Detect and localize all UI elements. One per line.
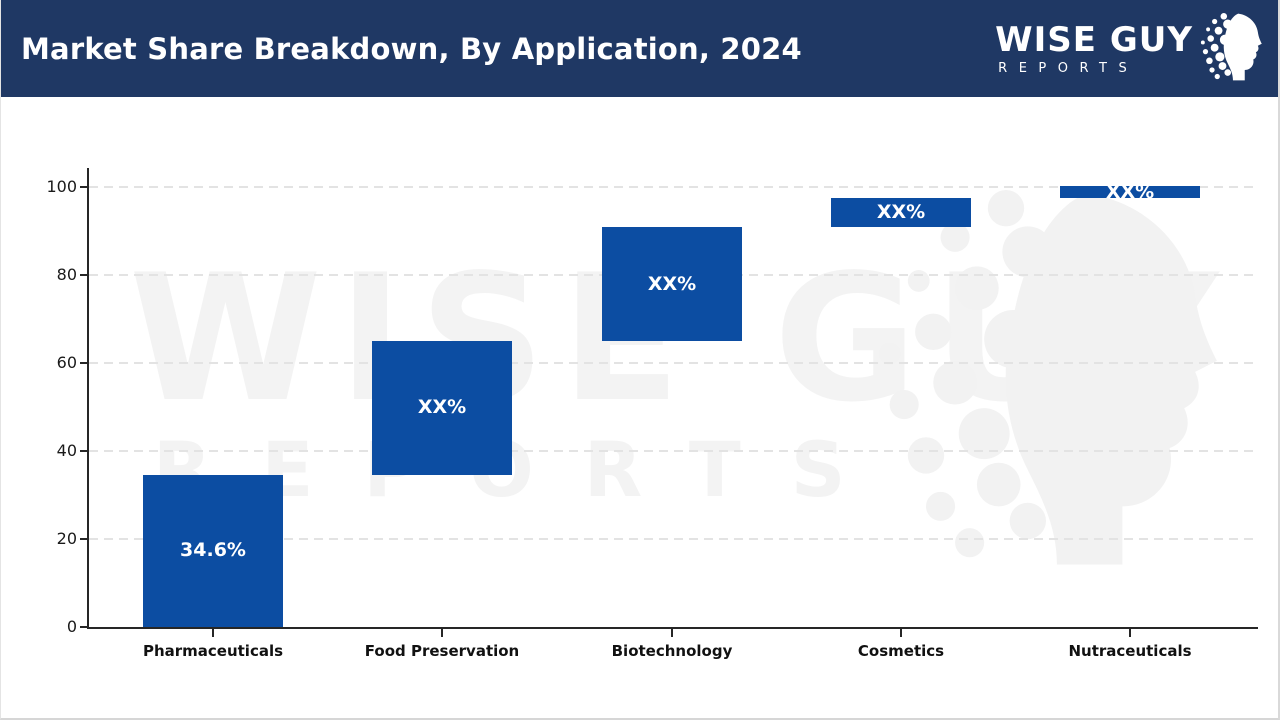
x-tick-cosmetics [900,629,902,637]
gridline-y-60 [89,362,1258,364]
gridline-y-20 [89,538,1258,540]
gridline-y-100 [89,186,1258,188]
bar-value-label: XX% [647,272,697,295]
x-tick-biotechnology [671,629,673,637]
y-tick-label-100: 100 [46,177,77,196]
header-bar: Market Share Breakdown, By Application, … [1,0,1278,97]
bar-biotechnology: XX% [602,227,742,341]
y-tick-label-0: 0 [66,617,77,636]
x-tick-pharmaceuticals [212,629,214,637]
y-tick-60 [80,362,89,364]
x-tick-label-food-preservation: Food Preservation [364,642,520,660]
y-tick-0 [80,626,89,628]
logo-wiseguy-label: WISE GUY [995,19,1193,60]
y-tick-label-20: 20 [56,529,77,548]
bar-value-label: XX% [1105,180,1155,203]
y-tick-100 [80,186,89,188]
x-tick-nutraceuticals [1129,629,1131,637]
gridline-y-40 [89,450,1258,452]
logo-head-graphic [1195,9,1267,89]
logo-reports-label: REPORTS [998,60,1139,76]
x-tick-label-biotechnology: Biotechnology [611,642,733,660]
bar-value-label: XX% [876,201,926,224]
y-tick-label-40: 40 [56,441,77,460]
y-tick-40 [80,450,89,452]
market-share-chart: 0 20 40 60 80 100 34.6% Pharmaceuticals XX% Food … [1,97,1278,718]
bar-value-label: XX% [417,396,467,419]
page-title: Market Share Breakdown, By Application, … [21,31,802,66]
x-tick-label-nutraceuticals: Nutraceuticals [1068,642,1192,660]
bar-value-label: 34.6% [180,539,246,562]
x-tick-label-pharmaceuticals: Pharmaceuticals [142,642,284,660]
y-tick-label-80: 80 [56,265,77,284]
x-tick-label-cosmetics: Cosmetics [857,642,945,660]
x-axis-line [87,627,1258,629]
bar-nutraceuticals: XX% [1060,180,1200,203]
y-tick-label-60: 60 [56,353,77,372]
bar-cosmetics: XX% [831,198,971,228]
wise-guy-reports-logo: WISE GUY REPORTS [995,6,1267,92]
logo-text: WISE GUY REPORTS [995,23,1193,76]
bar-food-preservation: XX% [372,341,512,475]
y-tick-80 [80,274,89,276]
dotted-head-icon [878,190,1217,565]
bar-pharmaceuticals: 34.6% [143,474,283,627]
y-axis-line [87,168,89,629]
dotted-head-icon [1200,13,1262,81]
watermark-head-graphic [846,140,1246,644]
x-tick-food-preservation [441,629,443,637]
y-tick-20 [80,538,89,540]
